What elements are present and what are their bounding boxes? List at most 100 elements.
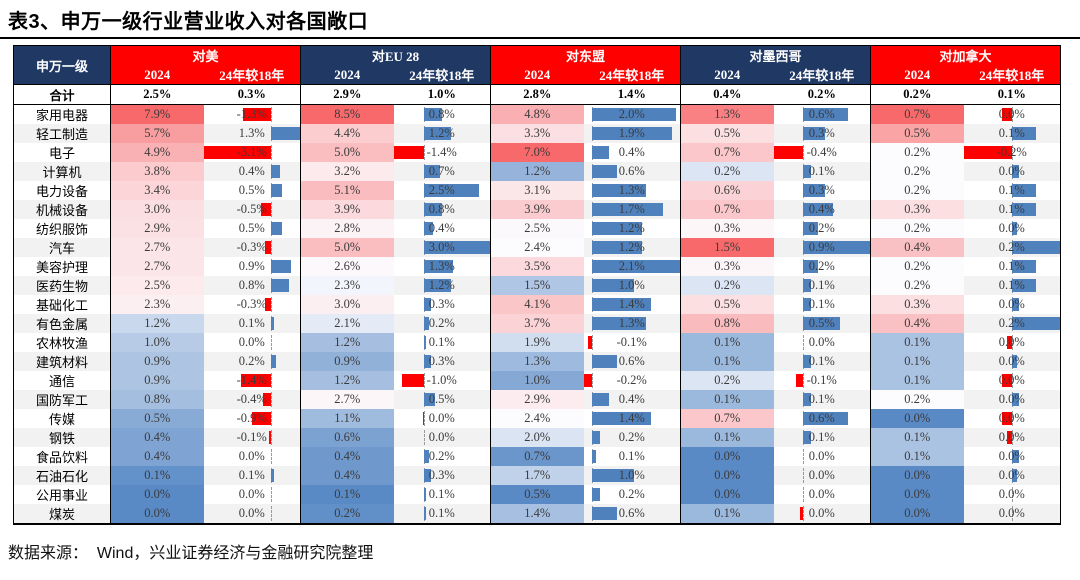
bar-axis <box>803 505 805 522</box>
delta-value-label: 0.0% <box>998 486 1025 501</box>
delta-value-label: 0.1% <box>808 296 835 311</box>
exposure-2024-cell-asean: 3.1% <box>490 181 584 200</box>
bar-axis <box>803 144 805 161</box>
delta-bar-positive <box>591 354 618 368</box>
delta-bar-negative <box>203 145 272 159</box>
bar-axis <box>803 486 805 503</box>
delta-bar-cell-us: 0.0% <box>203 447 301 466</box>
industry-label: 通信 <box>13 371 111 390</box>
industry-label: 计算机 <box>13 162 111 181</box>
delta-value-label: 0.0% <box>238 448 265 463</box>
delta-value-label: -1.3% <box>236 106 267 121</box>
delta-bar-positive <box>271 278 290 292</box>
delta-bar-cell-mexico: 0.6% <box>773 104 871 124</box>
delta-bar-positive <box>591 430 601 444</box>
delta-value-label: 0.6% <box>618 353 645 368</box>
delta-bar-positive <box>1011 392 1019 406</box>
exposure-2024-cell-eu28: 1.1% <box>300 409 394 428</box>
exposure-2024-cell-asean: 3.7% <box>490 314 584 333</box>
delta-value-label: 0.0% <box>238 505 265 520</box>
industry-label: 煤炭 <box>13 504 111 524</box>
table-row: 家用电器 7.9% -1.3% 8.5% 0.8% 4.8% 2.0% 1.3% 0.6% 0.7… <box>13 104 1061 124</box>
delta-bar-positive <box>591 221 643 235</box>
exposure-2024-cell-us: 0.8% <box>110 390 204 409</box>
exposure-2024-cell-us: 0.4% <box>110 428 204 447</box>
delta-value-label: 0.1% <box>428 505 455 520</box>
delta-bar-positive <box>803 278 811 292</box>
industry-label: 电力设备 <box>13 181 111 200</box>
delta-bar-positive <box>591 468 634 482</box>
delta-bar-cell-mexico: 0.1% <box>773 162 871 181</box>
exposure-2024-cell-canada: 0.2% <box>870 84 964 105</box>
exposure-2024-cell-asean: 2.0% <box>490 428 584 447</box>
delta-value-label: 0.0% <box>808 448 835 463</box>
delta-value-label: 0.0% <box>998 372 1025 387</box>
delta-bar-positive <box>803 221 819 235</box>
delta-bar-cell-us: -0.5% <box>203 200 301 219</box>
delta-value-label: 0.0% <box>238 334 265 349</box>
delta-bar-cell-mexico: 0.2% <box>773 84 871 105</box>
delta-value-label: 1.0% <box>618 277 645 292</box>
delta-bar-cell-eu28: -1.4% <box>393 143 491 162</box>
exposure-2024-cell-mexico: 0.7% <box>680 200 774 219</box>
delta-value-label: 1.3% <box>238 125 265 140</box>
delta-bar-cell-asean: -0.1% <box>583 333 681 352</box>
sub-header-canada-delta: 24年较18年 <box>963 65 1061 85</box>
delta-bar-cell-canada: 0.0% <box>963 447 1061 466</box>
delta-bar-positive <box>591 107 676 121</box>
delta-value-label: -0.1% <box>236 429 267 444</box>
table-title: 表3、申万一级行业营业收入对各国敞口 <box>8 11 369 33</box>
exposure-2024-cell-mexico: 0.1% <box>680 390 774 409</box>
col-group-canada: 对加拿大 <box>870 45 1061 65</box>
delta-bar-cell-mexico: 0.1% <box>773 428 871 447</box>
delta-value-label: 2.5% <box>428 182 455 197</box>
bar-axis <box>271 144 273 161</box>
delta-bar-positive <box>271 259 292 273</box>
delta-value-label: -0.5% <box>236 201 267 216</box>
delta-value-label: 2.0% <box>618 106 645 121</box>
delta-value-label: -0.2% <box>996 144 1027 159</box>
exposure-2024-cell-asean: 3.3% <box>490 124 584 143</box>
table-row: 基础化工 2.3% -0.3% 3.0% 0.3% 4.1% 1.4% 0.5% 0.1% 0.3… <box>13 295 1061 314</box>
table-row: 通信 0.9% -1.4% 1.2% -1.0% 1.0% -0.2% 0.2% -0.1% 0.… <box>13 371 1061 390</box>
delta-value-label: -0.4% <box>806 144 837 159</box>
exposure-2024-cell-asean: 4.1% <box>490 295 584 314</box>
delta-value-label: 0.1% <box>238 315 265 330</box>
delta-value-label: 0.6% <box>618 505 645 520</box>
delta-bar-cell-asean: 0.6% <box>583 162 681 181</box>
delta-bar-cell-asean: 1.2% <box>583 238 681 257</box>
exposure-2024-cell-eu28: 1.2% <box>300 371 394 390</box>
delta-bar-cell-eu28: 0.2% <box>393 314 491 333</box>
exposure-2024-cell-us: 2.5% <box>110 276 204 295</box>
delta-value-label: 0.3% <box>808 182 835 197</box>
bar-axis <box>591 372 593 389</box>
industry-label: 有色金属 <box>13 314 111 333</box>
delta-bar-positive <box>591 297 651 311</box>
delta-bar-cell-mexico: 0.2% <box>773 219 871 238</box>
delta-value-label: 0.4% <box>618 144 645 159</box>
industry-label: 美容护理 <box>13 257 111 276</box>
title-rule <box>0 37 1080 39</box>
exposure-2024-cell-mexico: 0.1% <box>680 352 774 371</box>
exposure-2024-cell-canada: 0.1% <box>870 371 964 390</box>
delta-value-label: 0.2% <box>618 429 645 444</box>
delta-value-label: -0.1% <box>616 334 647 349</box>
bar-axis <box>1011 106 1013 123</box>
delta-bar-cell-us: -0.4% <box>203 390 301 409</box>
delta-bar-cell-asean: 1.2% <box>583 219 681 238</box>
table-row: 有色金属 1.2% 0.1% 2.1% 0.2% 3.7% 1.3% 0.8% 0.5% 0.4%… <box>13 314 1061 333</box>
delta-value-label: 0.0% <box>998 106 1025 121</box>
industry-label: 钢铁 <box>13 428 111 447</box>
exposure-2024-cell-asean: 3.9% <box>490 200 584 219</box>
delta-value-label: 0.0% <box>998 334 1025 349</box>
exposure-2024-cell-asean: 1.7% <box>490 466 584 485</box>
industry-label: 公用事业 <box>13 485 111 504</box>
delta-value-label: 0.2% <box>238 353 265 368</box>
exposure-2024-cell-canada: 0.2% <box>870 143 964 162</box>
delta-bar-cell-asean: 0.6% <box>583 352 681 371</box>
exposure-2024-cell-mexico: 0.8% <box>680 314 774 333</box>
delta-bar-cell-canada: 0.0% <box>963 409 1061 428</box>
delta-bar-cell-eu28: 0.2% <box>393 447 491 466</box>
delta-value-label: 0.8% <box>238 277 265 292</box>
delta-bar-cell-eu28: 1.2% <box>393 124 491 143</box>
